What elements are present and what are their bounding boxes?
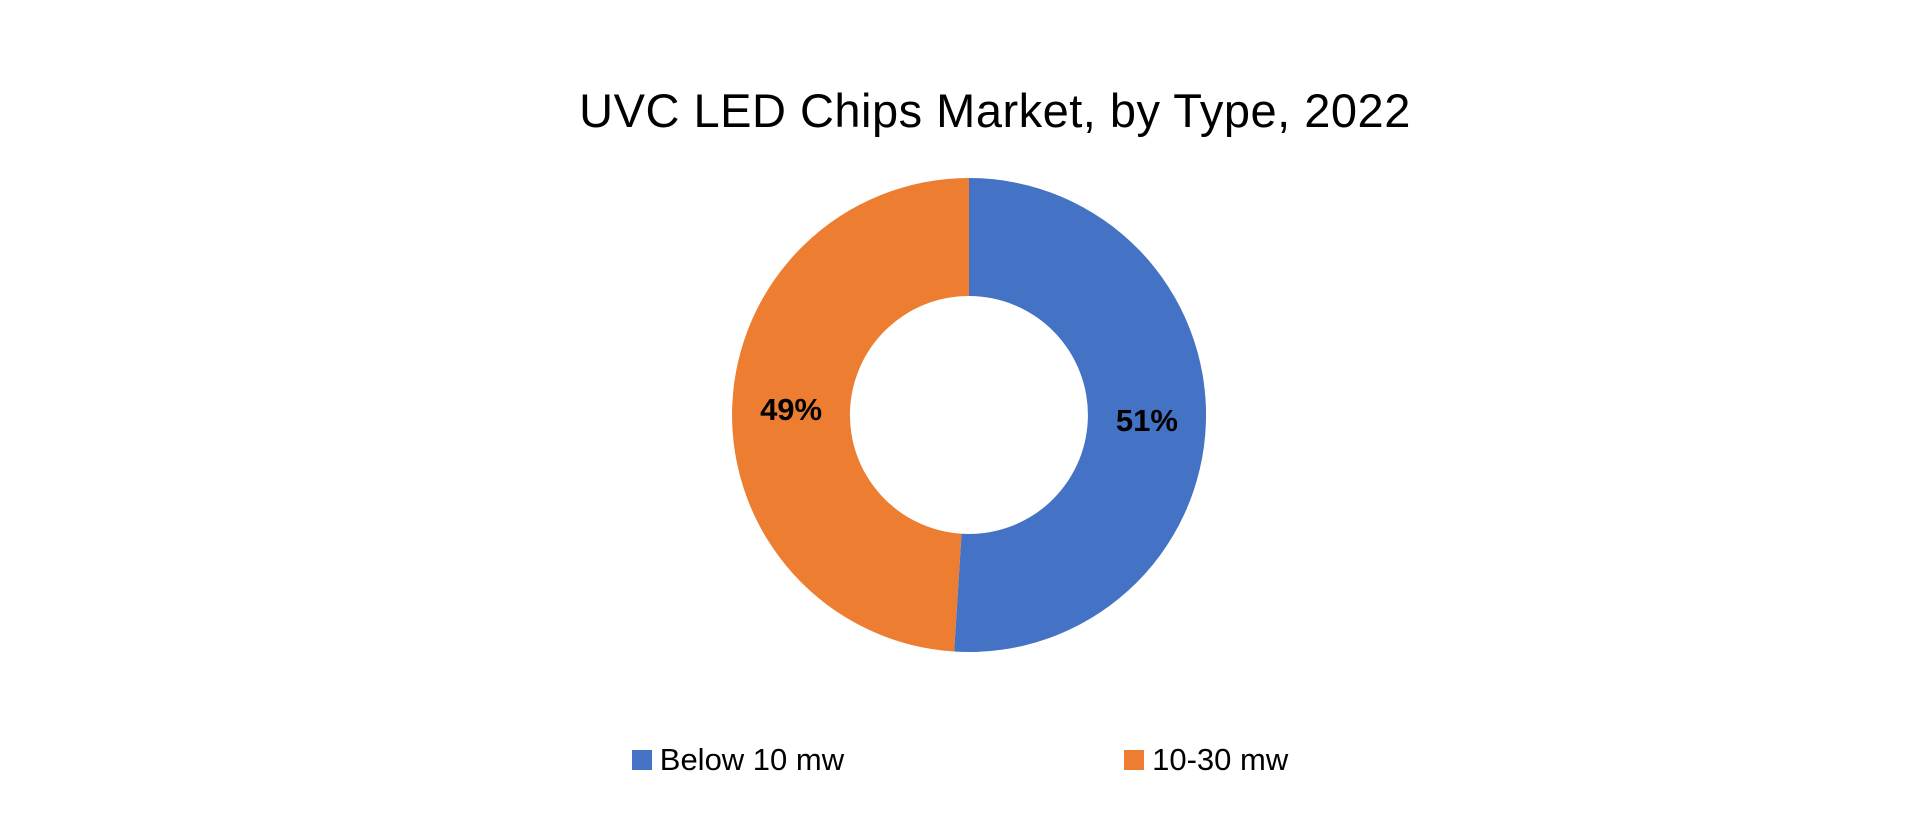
- donut-segment-10-30-mw: [732, 178, 969, 652]
- chart-title: UVC LED Chips Market, by Type, 2022: [579, 84, 1411, 137]
- legend-label-below-10-mw: Below 10 mw: [659, 742, 845, 777]
- chart-legend: Below 10 mw 10-30 mw: [0, 742, 1920, 778]
- legend-swatch-blue: [631, 750, 652, 770]
- legend-label-10-30-mw: 10-30 mw: [1152, 742, 1289, 777]
- legend-item-10-30-mw: 10-30 mw: [1124, 742, 1288, 778]
- data-label-below-10-mw: 51%: [1116, 403, 1178, 438]
- donut-chart: 51% 49%: [732, 178, 1206, 652]
- legend-swatch-orange: [1124, 750, 1145, 770]
- data-label-10-30-mw: 49%: [760, 392, 822, 427]
- legend-item-below-10-mw: Below 10 mw: [631, 742, 845, 778]
- donut-segment-below-10-mw: [954, 178, 1206, 652]
